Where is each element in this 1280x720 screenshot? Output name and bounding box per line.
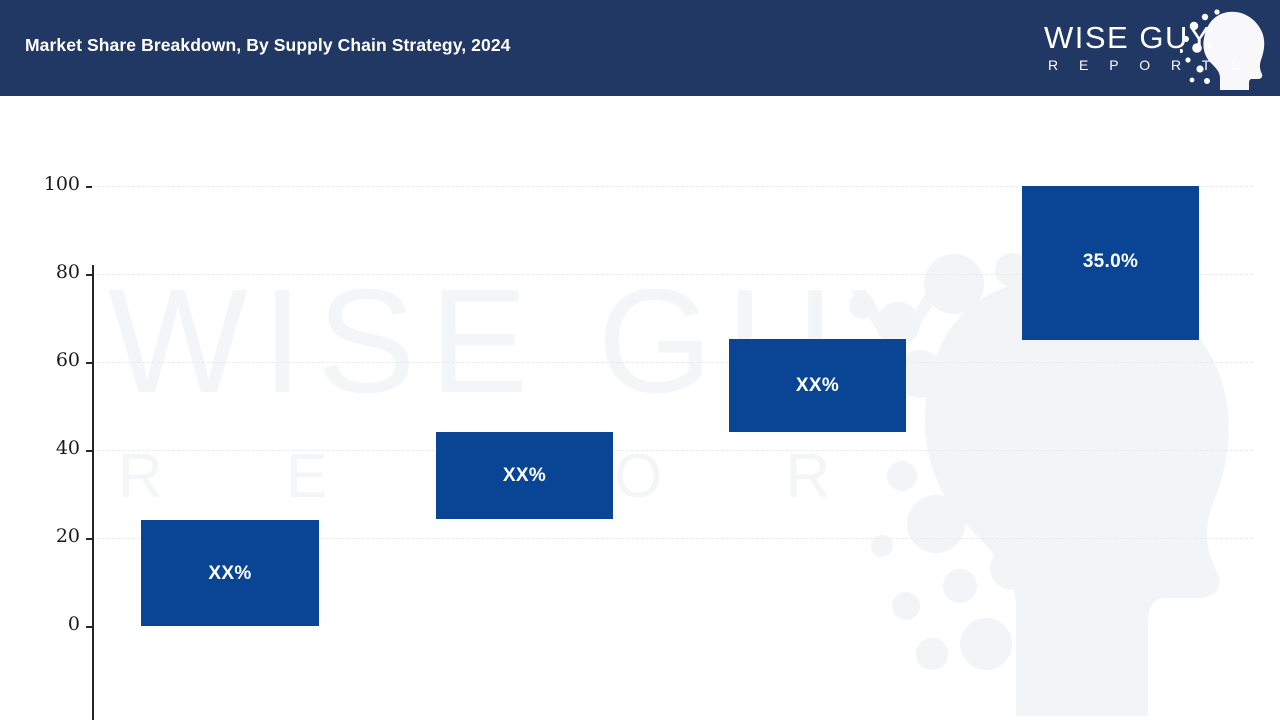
watermark-wordmark-secondary: R E P O R T S bbox=[118, 442, 1207, 511]
y-tick-label-80: 80 bbox=[55, 261, 80, 283]
bar-agile-supply-chain[interactable] bbox=[729, 339, 906, 432]
bar-label-agile-supply-chain: XX% bbox=[795, 375, 840, 396]
gridline-60 bbox=[92, 362, 1253, 363]
y-tick-mark-0 bbox=[86, 626, 92, 628]
y-tick-label-60: 60 bbox=[55, 349, 80, 371]
y-tick-mark-60 bbox=[86, 362, 92, 364]
bar-label-lean-supply-chain: XX% bbox=[502, 465, 547, 486]
y-tick-label-0: 0 bbox=[67, 613, 80, 635]
y-tick-label-100: 100 bbox=[43, 173, 80, 195]
gridline-80 bbox=[92, 274, 1253, 275]
y-tick-label-20: 20 bbox=[55, 525, 80, 547]
page-header: Market Share Breakdown, By Supply Chain … bbox=[0, 0, 1280, 96]
logo-wordmark-primary: WISE GUY bbox=[1044, 20, 1212, 55]
page-title: Market Share Breakdown, By Supply Chain … bbox=[25, 35, 511, 55]
bar-just-in-time[interactable] bbox=[141, 520, 319, 626]
y-tick-mark-40 bbox=[86, 450, 92, 452]
chart-plot-area: WISE GUY R E P O R T S bbox=[0, 96, 1280, 720]
bar-label-resilient-supply-chain: 35.0% bbox=[1082, 251, 1139, 272]
gridline-20 bbox=[92, 538, 1253, 539]
y-tick-mark-20 bbox=[86, 538, 92, 540]
y-axis-line bbox=[92, 265, 94, 720]
y-tick-mark-80 bbox=[86, 274, 92, 276]
brand-logo: WISE GUY R E P O R T S bbox=[1012, 8, 1272, 90]
gridline-40 bbox=[92, 450, 1253, 451]
gridline-100 bbox=[92, 186, 1253, 187]
y-tick-mark-100 bbox=[86, 186, 92, 188]
logo-wordmark-secondary: R E P O R T S bbox=[1048, 57, 1249, 73]
y-tick-label-40: 40 bbox=[55, 437, 80, 459]
bar-lean-supply-chain[interactable] bbox=[436, 432, 613, 519]
bar-resilient-supply-chain[interactable] bbox=[1022, 186, 1199, 340]
wise-guy-head-logo-icon bbox=[1180, 9, 1265, 90]
bar-label-just-in-time: XX% bbox=[208, 563, 252, 584]
